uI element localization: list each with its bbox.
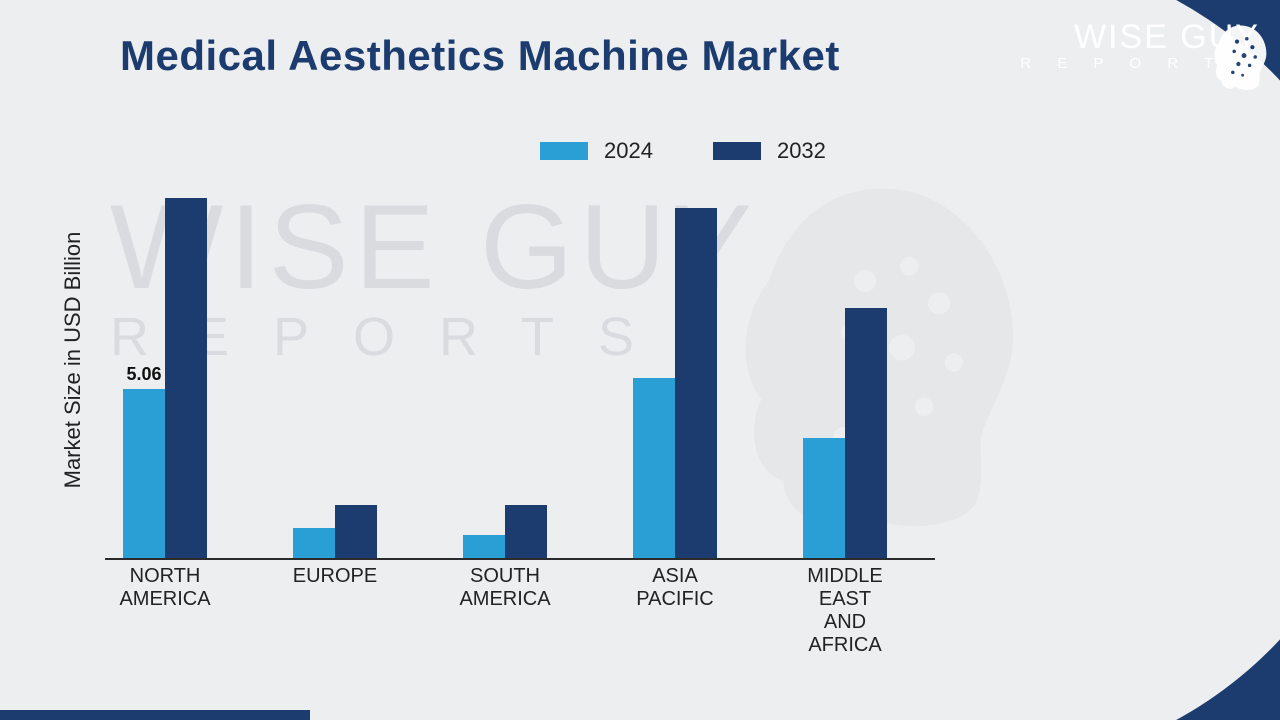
x-label-asia_pacific: ASIAPACIFIC [600,565,750,611]
bar-2032-meafrica [845,308,887,558]
legend-swatch-2032 [713,142,761,160]
bar-2032-south_america [505,505,547,558]
x-label-europe: EUROPE [260,565,410,588]
bar-2024-europe [293,528,335,558]
x-label-north_america: NORTHAMERICA [90,565,240,611]
plot-area: 5.06 [105,160,935,560]
bar-2024-meafrica [803,438,845,558]
y-axis-label: Market Size in USD Billion [60,232,86,489]
x-label-south_america: SOUTHAMERICA [430,565,580,611]
bar-2032-north_america [165,198,207,558]
bar-value-label: 5.06 [126,364,161,385]
x-label-meafrica: MIDDLEEASTANDAFRICA [770,565,920,657]
bar-2024-asia_pacific [633,378,675,558]
bar-chart: Market Size in USD Billion 5.06 NORTHAME… [105,160,935,600]
brand-head-icon [1202,22,1272,92]
legend-swatch-2024 [540,142,588,160]
bar-2024-south_america [463,535,505,558]
bottom-accent-bar [0,710,310,720]
bar-2032-asia_pacific [675,208,717,558]
bar-2024-north_america: 5.06 [123,389,165,558]
x-axis-line [105,558,935,560]
chart-canvas: WISE GUY REPORTS Medical Aesthetics Mach… [0,0,1280,720]
chart-title: Medical Aesthetics Machine Market [120,32,840,80]
bar-2032-europe [335,505,377,558]
